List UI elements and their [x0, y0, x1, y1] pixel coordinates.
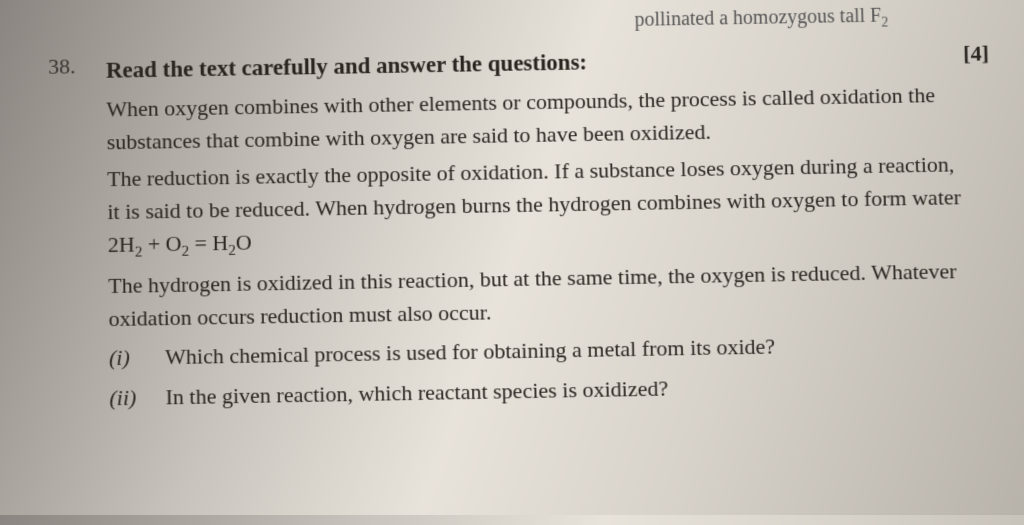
subquestion-2: (ii) In the given reaction, which reacta…	[109, 366, 977, 415]
fragment-subscript: 2	[881, 16, 888, 31]
paragraph-3: The hydrogen is oxidized in this reactio…	[108, 253, 976, 334]
formula-eq-h: = H	[189, 230, 229, 256]
formula-2h: 2H	[108, 231, 135, 256]
question-block: 38. Read the text carefully and answer t…	[48, 38, 978, 416]
paragraph-1: When oxygen combines with other elements…	[106, 77, 971, 158]
question-body: Read the text carefully and answer the q…	[106, 38, 978, 415]
subq2-label: (ii)	[109, 380, 147, 415]
subq2-text: In the given reaction, which reactant sp…	[165, 371, 668, 413]
exam-page: pollinated a homozygous tall F2 [4] 38. …	[0, 0, 1024, 437]
p2-text: The reduction is exactly the opposite of…	[107, 151, 961, 224]
formula-plus-o: + O	[142, 230, 182, 256]
subq1-label: (i)	[109, 340, 147, 375]
formula-o: O	[236, 229, 252, 254]
marks-badge: [4]	[963, 41, 989, 67]
subq1-text: Which chemical process is used for obtai…	[165, 329, 776, 373]
fragment-text: pollinated a homozygous tall F	[634, 5, 881, 31]
question-number: 38.	[48, 53, 86, 79]
paragraph-2: The reduction is exactly the opposite of…	[107, 147, 974, 265]
